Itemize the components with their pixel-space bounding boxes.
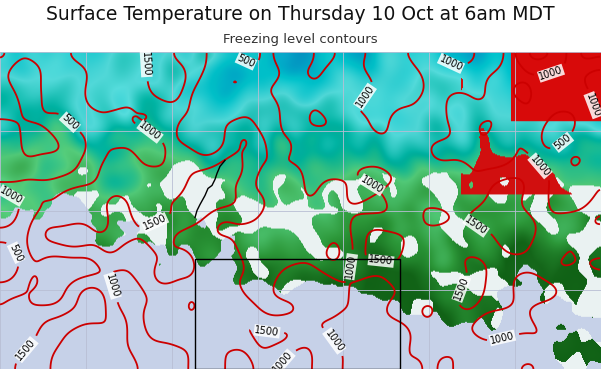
Text: 500: 500 [59,112,80,132]
Text: 500: 500 [8,242,25,263]
Text: 1500: 1500 [254,325,280,338]
Text: 1000: 1000 [489,330,516,345]
Text: 1000: 1000 [538,65,564,82]
Text: 1000: 1000 [438,54,464,73]
Text: 500: 500 [236,53,257,70]
Text: 1500: 1500 [14,337,38,362]
Text: 1000: 1000 [271,349,295,369]
Text: 1000: 1000 [354,84,376,110]
Text: 1000: 1000 [344,254,357,280]
Text: Freezing level contours: Freezing level contours [223,33,378,46]
Text: 1000: 1000 [528,154,552,179]
Text: 1500: 1500 [368,255,394,267]
Text: 1500: 1500 [142,213,168,232]
Text: 1000: 1000 [323,328,346,354]
Text: 1000: 1000 [584,92,601,118]
Text: 1000: 1000 [104,273,121,299]
Text: 1000: 1000 [137,120,163,143]
Text: 1000: 1000 [0,185,24,206]
Text: Surface Temperature on Thursday 10 Oct at 6am MDT: Surface Temperature on Thursday 10 Oct a… [46,5,555,24]
Text: 1500: 1500 [141,52,152,77]
Text: 500: 500 [552,132,573,152]
Text: 1500: 1500 [453,276,471,302]
Text: 1000: 1000 [359,174,385,196]
Text: 1500: 1500 [463,214,489,237]
